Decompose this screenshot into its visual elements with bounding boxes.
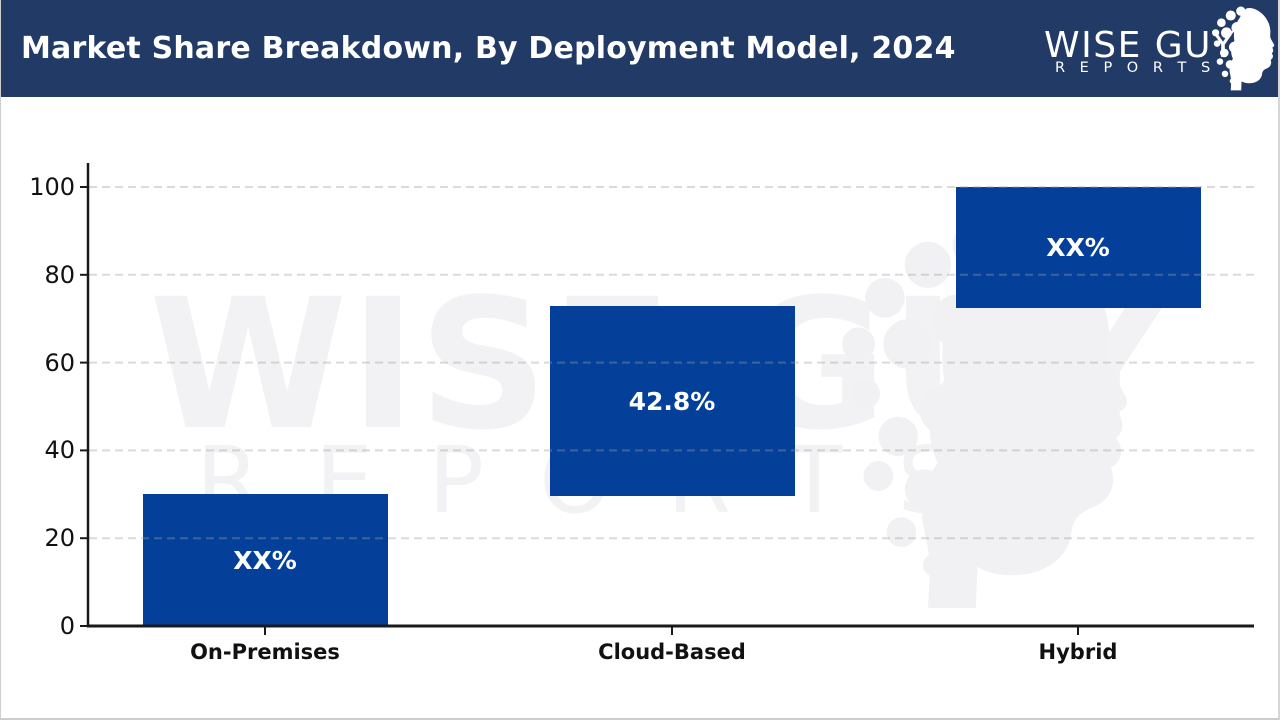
bar-value-label: XX% (1046, 232, 1110, 262)
wise-guy-reports-logo: WISE GUY R E P O R T S (1044, 6, 1275, 91)
y-tick-label-100: 100 (29, 173, 75, 201)
header-band: Market Share Breakdown, By Deployment Mo… (1, 0, 1278, 97)
x-tick-label-cloud-based: Cloud-Based (598, 640, 746, 664)
y-tick-label-0: 0 (59, 612, 75, 640)
x-tick-label-hybrid: Hybrid (1038, 640, 1118, 664)
bar-on-premises: XX% (142, 494, 388, 628)
y-tick-label-40: 40 (44, 436, 75, 465)
logo-subtext: R E P O R T S (1055, 60, 1215, 76)
axes (80, 163, 1254, 635)
y-tick-label-60: 60 (44, 348, 75, 377)
x-tick-label-on-premises: On-Premises (190, 640, 340, 664)
logo-wordmark: WISE GUY (1044, 25, 1236, 66)
bar-cloud-based: 42.8% (549, 306, 795, 496)
bar-hybrid: XX% (955, 187, 1201, 308)
bar-value-label: 42.8% (628, 386, 716, 416)
plot-area: WISE GUY R E P O R T S XX%42.8%XX%020406… (1, 97, 1278, 718)
bar-value-label: XX% (233, 546, 297, 576)
y-tick-label-20: 20 (44, 524, 75, 553)
y-tick-label-80: 80 (44, 260, 75, 289)
page-title: Market Share Breakdown, By Deployment Mo… (21, 31, 956, 66)
